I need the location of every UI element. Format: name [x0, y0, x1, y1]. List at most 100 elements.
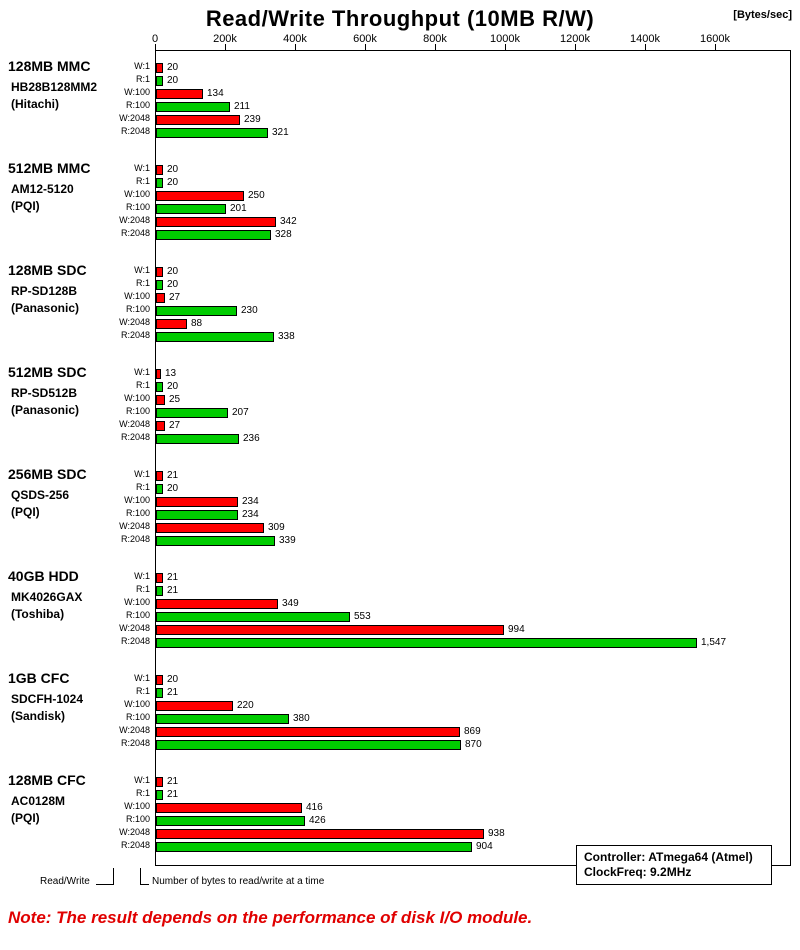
- legend-read-write-label: Read/Write: [40, 876, 90, 887]
- device-name: 128MB SDC: [8, 262, 87, 278]
- bar-value-label: 20: [167, 381, 179, 392]
- device-maker: (Panasonic): [11, 403, 80, 417]
- read-bar: [156, 204, 226, 214]
- bar-row-label: W:100: [124, 87, 150, 97]
- write-bar: [156, 369, 161, 379]
- write-bar: [156, 165, 163, 175]
- device-model: HB28B128MM2: [11, 80, 98, 94]
- x-tick-mark: [365, 44, 366, 51]
- bar-row-label: W:100: [124, 801, 150, 811]
- read-bar: [156, 102, 230, 112]
- write-bar: [156, 829, 484, 839]
- bar-row-label: R:100: [125, 202, 150, 212]
- bar-value-label: 21: [167, 776, 179, 787]
- device-name: 512MB MMC: [8, 160, 91, 176]
- bar-row-label: R:2048: [120, 330, 150, 340]
- device-maker: (Panasonic): [11, 301, 80, 315]
- bar-row-label: W:100: [124, 393, 150, 403]
- write-bar: [156, 319, 187, 329]
- bar-row-label: W:2048: [119, 317, 150, 327]
- x-tick-mark: [155, 44, 156, 51]
- device-model: AC0128M: [11, 794, 66, 808]
- legend-connector-line: [113, 868, 114, 885]
- bar-value-label: 20: [167, 75, 179, 86]
- device-maker: (PQI): [11, 199, 40, 213]
- read-bar: [156, 536, 275, 546]
- write-bar: [156, 267, 163, 277]
- bar-value-label: 88: [191, 318, 203, 329]
- device-group-label: 512MB MMC AM12-5120 (PQI): [8, 160, 90, 213]
- device-group-label: 1GB CFC SDCFH-1024 (Sandisk): [8, 670, 83, 723]
- x-tick-label: 800k: [423, 33, 447, 45]
- bar-value-label: 134: [207, 88, 224, 99]
- x-tick-mark: [645, 44, 646, 51]
- read-bar: [156, 408, 228, 418]
- write-bar: [156, 63, 163, 73]
- bar-value-label: 21: [167, 470, 179, 481]
- bar-value-label: 869: [464, 726, 481, 737]
- read-bar: [156, 434, 239, 444]
- write-bar: [156, 573, 163, 583]
- write-bar: [156, 191, 244, 201]
- bar-value-label: 27: [169, 292, 181, 303]
- bar-row-label: W:100: [124, 699, 150, 709]
- device-model: AM12-5120: [11, 182, 74, 196]
- read-bar: [156, 230, 271, 240]
- read-bar: [156, 280, 163, 290]
- bar-row-label: R:2048: [120, 636, 150, 646]
- bar-value-label: 870: [465, 739, 482, 750]
- bar-value-label: 416: [306, 802, 323, 813]
- bar-value-label: 13: [165, 368, 177, 379]
- write-bar: [156, 421, 165, 431]
- bar-row-label: W:2048: [119, 623, 150, 633]
- read-bar: [156, 178, 163, 188]
- bar-value-label: 207: [232, 407, 249, 418]
- x-tick-label: 0: [151, 33, 159, 45]
- bar-row-label: R:100: [125, 406, 150, 416]
- read-bar: [156, 638, 697, 648]
- bar-value-label: 20: [167, 177, 179, 188]
- x-tick-label: 1000k: [490, 33, 520, 45]
- bar-row-label: W:1: [134, 265, 150, 275]
- legend-bytes-label: Number of bytes to read/write at a time: [152, 876, 325, 887]
- bar-value-label: 234: [242, 509, 259, 520]
- bar-row-label: R:2048: [120, 432, 150, 442]
- device-name: 512MB SDC: [8, 364, 87, 380]
- bar-row-label: W:1: [134, 673, 150, 683]
- chart-title: Read/Write Throughput (10MB R/W): [205, 6, 595, 31]
- device-maker: (Sandisk): [11, 709, 66, 723]
- controller-info-line1: Controller: ATmega64 (Atmel): [584, 850, 753, 864]
- bar-row-label: R:2048: [120, 228, 150, 238]
- bar-value-label: 339: [279, 535, 296, 546]
- bar-value-label: 20: [167, 279, 179, 290]
- x-tick-mark: [435, 44, 436, 51]
- x-tick-label: 1400k: [630, 33, 660, 45]
- device-model: RP-SD512B: [11, 386, 78, 400]
- write-bar: [156, 625, 504, 635]
- bar-value-label: 21: [167, 572, 179, 583]
- bar-row-label: W:1: [134, 163, 150, 173]
- throughput-bar-chart: 20 20 134 211 239 321 20 20 250 201 342 328 20 20 27 23…: [0, 28, 800, 890]
- device-model: RP-SD128B: [11, 284, 78, 298]
- bar-row-label: R:1: [135, 584, 150, 594]
- bar-value-label: 338: [278, 331, 295, 342]
- read-bar: [156, 740, 461, 750]
- axis-unit-label: [Bytes/sec]: [733, 9, 792, 21]
- bar-row-label: W:2048: [119, 827, 150, 837]
- bar-row-label: W:100: [124, 189, 150, 199]
- bar-value-label: 553: [354, 611, 371, 622]
- bar-row-label: R:100: [125, 814, 150, 824]
- bar-value-label: 236: [243, 433, 260, 444]
- bar-value-label: 938: [488, 828, 505, 839]
- bar-value-label: 349: [282, 598, 299, 609]
- plot-area: 20 20 134 211 239 321 20 20 250 201 342 328 20 20 27 23…: [155, 50, 791, 866]
- x-tick-mark: [225, 44, 226, 51]
- read-bar: [156, 816, 305, 826]
- read-bar: [156, 510, 238, 520]
- device-maker: (Hitachi): [11, 97, 59, 111]
- bar-row-label: W:1: [134, 367, 150, 377]
- write-bar: [156, 395, 165, 405]
- x-tick-mark: [575, 44, 576, 51]
- write-bar: [156, 599, 278, 609]
